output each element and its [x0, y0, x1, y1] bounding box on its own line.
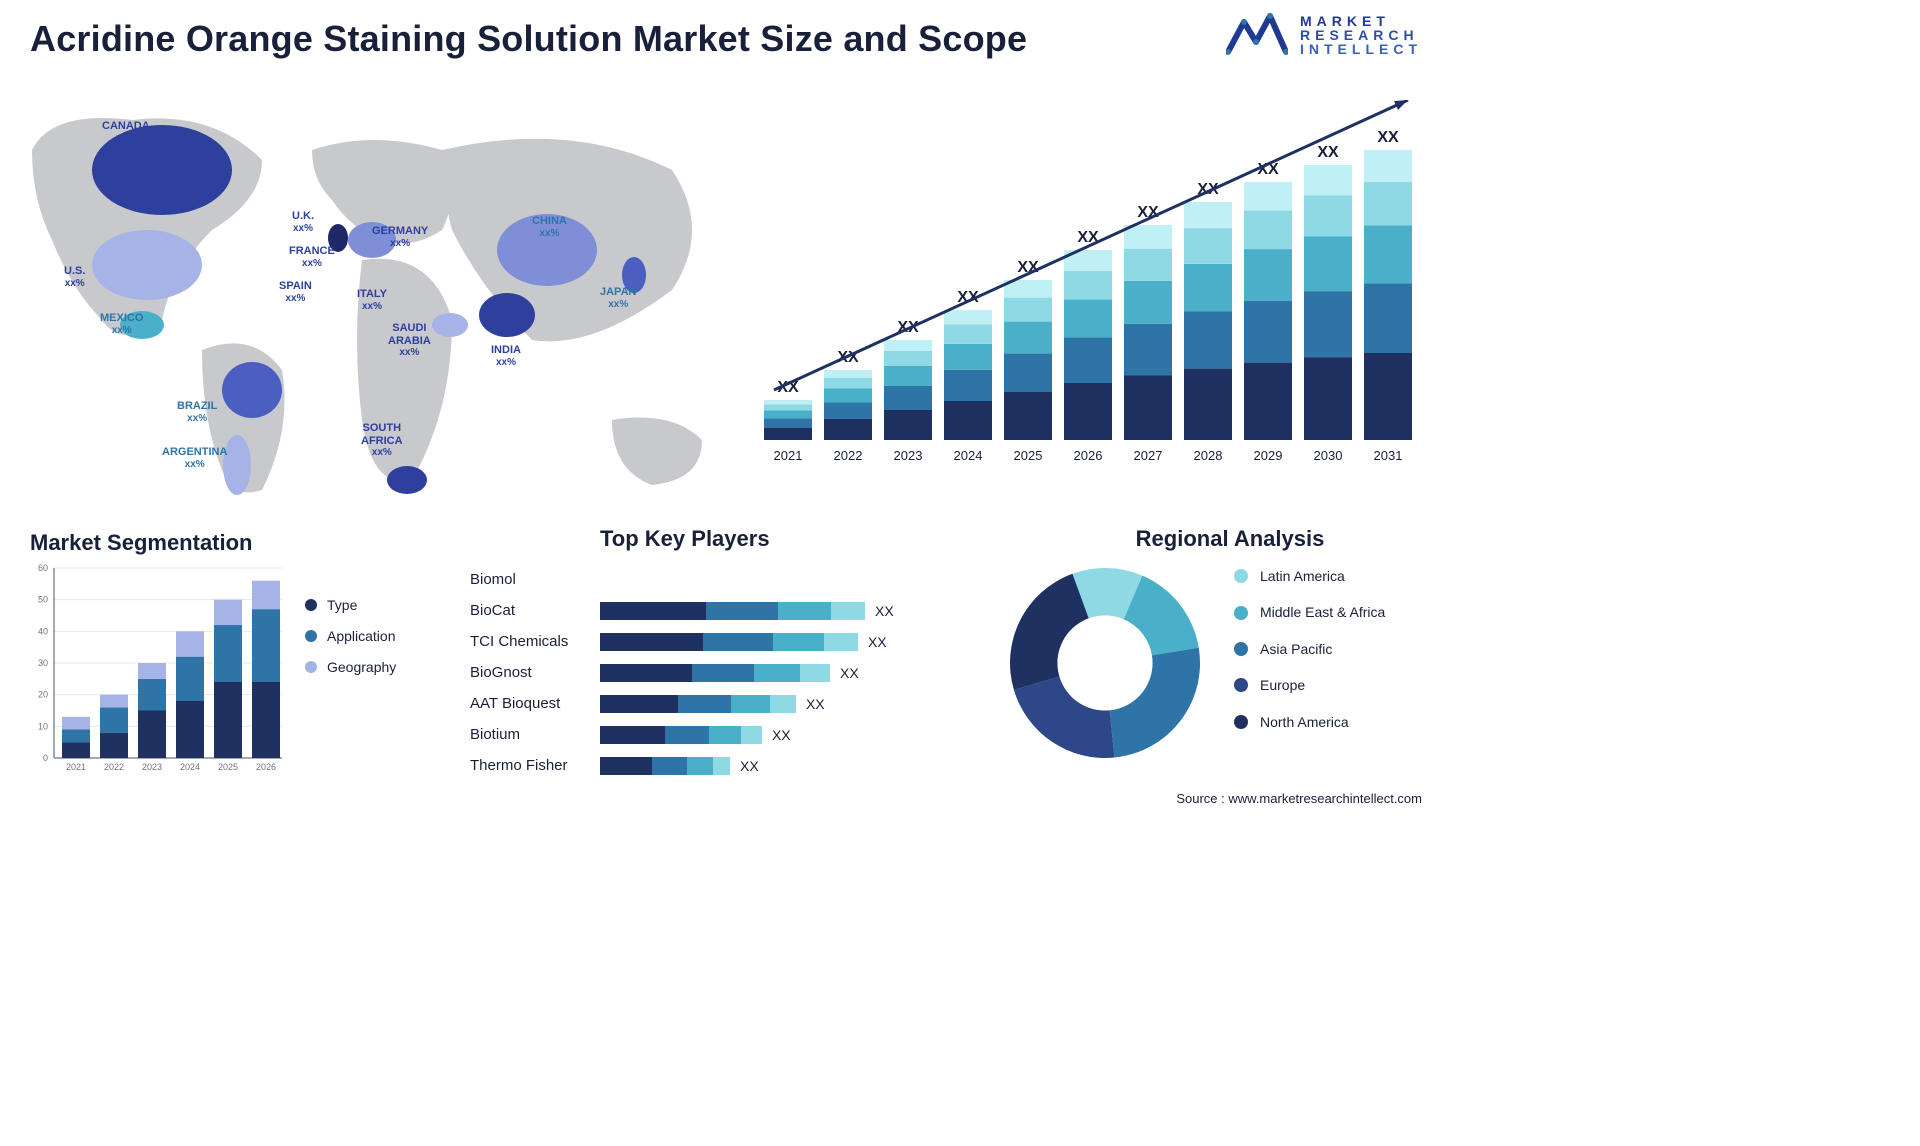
segmentation-section: Market Segmentation 0 10 20 30 40 50 60 2021 202…: [30, 530, 430, 785]
map-label: INDIAxx%: [491, 344, 521, 368]
svg-text:60: 60: [38, 563, 48, 573]
player-bar-row: XX: [600, 595, 910, 626]
key-players-names: BiomolBioCatTCI ChemicalsBioGnostAAT Bio…: [470, 564, 586, 781]
segmentation-heading: Market Segmentation: [30, 530, 430, 556]
svg-text:2024: 2024: [954, 448, 983, 463]
world-map: CANADAxx% U.S.xx% MEXICOxx% BRAZILxx% ARGENT…: [12, 90, 732, 510]
legend-item: Geography: [305, 652, 396, 683]
map-label: CHINAxx%: [532, 215, 567, 239]
svg-text:2024: 2024: [180, 762, 200, 772]
player-bar-row: XX: [600, 719, 910, 750]
legend-item: Type: [305, 590, 396, 621]
svg-text:40: 40: [38, 626, 48, 636]
player-name: BioCat: [470, 595, 586, 626]
svg-text:2028: 2028: [1194, 448, 1223, 463]
region-legend-item: Europe: [1234, 667, 1385, 703]
svg-text:20: 20: [38, 690, 48, 700]
regional-donut-chart: [1000, 558, 1210, 768]
svg-text:2027: 2027: [1134, 448, 1163, 463]
brand-logo: MARKET RESEARCH INTELLECT: [1226, 12, 1422, 58]
legend-item: Application: [305, 621, 396, 652]
brand-mark-icon: [1226, 12, 1288, 58]
svg-text:2021: 2021: [66, 762, 86, 772]
svg-text:2031: 2031: [1374, 448, 1403, 463]
svg-text:2023: 2023: [894, 448, 923, 463]
map-label: BRAZILxx%: [177, 400, 217, 424]
svg-text:2022: 2022: [834, 448, 863, 463]
map-label: SPAINxx%: [279, 280, 312, 304]
map-label: U.K.xx%: [292, 210, 314, 234]
map-label: MEXICOxx%: [100, 312, 143, 336]
region-legend-item: Latin America: [1234, 558, 1385, 594]
segmentation-legend: TypeApplicationGeography: [305, 590, 396, 682]
svg-text:50: 50: [38, 595, 48, 605]
player-bar-value: XX: [740, 758, 759, 774]
map-label: GERMANYxx%: [372, 225, 428, 249]
regional-section: Regional Analysis Latin AmericaMiddle Ea…: [1000, 526, 1420, 768]
svg-text:2026: 2026: [256, 762, 276, 772]
player-bar-value: XX: [875, 603, 894, 619]
svg-text:2021: 2021: [774, 448, 803, 463]
player-bar-value: XX: [806, 696, 825, 712]
svg-text:30: 30: [38, 658, 48, 668]
svg-text:XX: XX: [1317, 144, 1339, 161]
map-label: FRANCExx%: [289, 245, 335, 269]
player-bar-value: XX: [868, 634, 887, 650]
map-label: ITALYxx%: [357, 288, 387, 312]
player-name: Thermo Fisher: [470, 750, 586, 781]
svg-text:2026: 2026: [1074, 448, 1103, 463]
source-attribution: Source : www.marketresearchintellect.com: [1176, 791, 1422, 806]
segmentation-chart: 0 10 20 30 40 50 60 2021 2022 2023 2024 2025 2026 Ty…: [30, 560, 430, 785]
player-bar-row: XX: [600, 688, 910, 719]
player-name: TCI Chemicals: [470, 626, 586, 657]
page-title: Acridine Orange Staining Solution Market…: [30, 18, 1027, 60]
main-growth-chart: XX2021XX2022XX2023XX2024XX2025XX2026XX20…: [742, 100, 1424, 480]
map-label: SAUDIARABIAxx%: [388, 322, 431, 359]
map-label: JAPANxx%: [600, 286, 636, 310]
svg-text:XX: XX: [1377, 129, 1399, 146]
key-players-bars: XX XX XX XX XX XX: [600, 564, 910, 781]
map-label: ARGENTINAxx%: [162, 446, 227, 470]
map-label: U.S.xx%: [64, 265, 85, 289]
svg-text:2030: 2030: [1314, 448, 1343, 463]
region-legend-item: North America: [1234, 704, 1385, 740]
player-bar-row: XX: [600, 657, 910, 688]
region-legend-item: Asia Pacific: [1234, 631, 1385, 667]
player-name: BioGnost: [470, 657, 586, 688]
player-name: Biotium: [470, 719, 586, 750]
brand-text: MARKET RESEARCH INTELLECT: [1300, 14, 1422, 56]
svg-text:2029: 2029: [1254, 448, 1283, 463]
player-bar-row: XX: [600, 626, 910, 657]
map-label: CANADAxx%: [102, 120, 150, 144]
region-legend-item: Middle East & Africa: [1234, 594, 1385, 630]
player-bar-value: XX: [772, 727, 791, 743]
svg-text:2023: 2023: [142, 762, 162, 772]
player-bar-value: XX: [840, 665, 859, 681]
regional-legend: Latin AmericaMiddle East & AfricaAsia Pa…: [1234, 558, 1385, 740]
svg-text:2025: 2025: [1014, 448, 1043, 463]
player-bar-row: XX: [600, 750, 910, 781]
key-players-heading: Top Key Players: [600, 526, 770, 552]
svg-text:0: 0: [43, 753, 48, 763]
svg-text:10: 10: [38, 721, 48, 731]
player-name: Biomol: [470, 564, 586, 595]
player-name: AAT Bioquest: [470, 688, 586, 719]
map-label: SOUTHAFRICAxx%: [361, 422, 403, 459]
regional-heading: Regional Analysis: [1040, 526, 1420, 552]
svg-text:2022: 2022: [104, 762, 124, 772]
svg-text:2025: 2025: [218, 762, 238, 772]
